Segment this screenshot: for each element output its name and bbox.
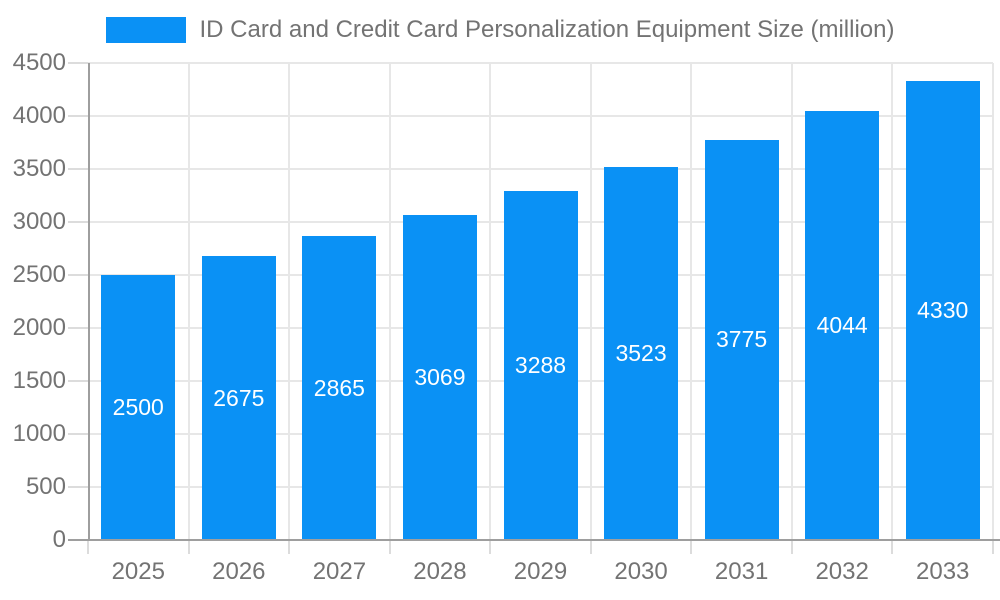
gridline-horizontal xyxy=(88,168,993,170)
y-axis-tick-label: 4500 xyxy=(12,49,66,76)
gridline-vertical xyxy=(288,63,291,540)
gridline-vertical xyxy=(690,63,693,540)
bar-value-label: 2500 xyxy=(112,394,164,420)
x-axis-tick-label: 2027 xyxy=(312,558,367,585)
plot-area: 0 500 1000 1500 2000 2500 3000 3500 4000 4500 2025… xyxy=(13,51,1000,584)
x-axis-tick-label: 2030 xyxy=(614,558,668,585)
bar-value-label: 3288 xyxy=(514,352,567,379)
legend-label[interactable]: ID Card and Credit Card Personalization … xyxy=(199,16,895,43)
y-axis-tick-label: 1000 xyxy=(12,420,66,447)
y-axis-tick-label: 2500 xyxy=(12,261,66,288)
bar[interactable]: 3288 xyxy=(503,191,578,540)
gridline-vertical xyxy=(187,63,190,540)
bar-value-label: 3523 xyxy=(615,339,667,366)
y-axis-tick-label: 2000 xyxy=(12,314,66,341)
bar[interactable]: 2500 xyxy=(101,275,176,540)
bar[interactable]: 2865 xyxy=(302,236,377,540)
y-axis-tick xyxy=(68,115,88,117)
bar[interactable]: 3523 xyxy=(604,166,679,540)
x-axis-tick xyxy=(589,540,592,554)
x-axis-tick xyxy=(992,540,994,554)
x-axis-tick-label: 2032 xyxy=(815,558,869,585)
y-axis-tick xyxy=(68,380,88,382)
y-axis-tick xyxy=(68,433,88,435)
y-axis-tick xyxy=(68,62,88,64)
y-axis-tick-label: 3500 xyxy=(12,155,66,182)
x-axis-tick xyxy=(288,540,291,554)
y-axis-tick xyxy=(68,221,88,223)
x-axis-tick xyxy=(489,540,492,554)
legend-swatch[interactable] xyxy=(105,17,186,43)
gridline-vertical xyxy=(589,63,592,540)
gridline-vertical xyxy=(992,63,994,540)
bar-value-label: 2865 xyxy=(313,374,365,401)
gridline-vertical xyxy=(388,63,391,540)
y-axis-tick-label: 0 xyxy=(52,526,66,553)
x-axis-tick-label: 2028 xyxy=(413,558,467,585)
x-axis-line xyxy=(68,539,1000,541)
gridline-vertical xyxy=(790,63,793,540)
x-axis-tick xyxy=(87,540,89,554)
bar[interactable]: 2675 xyxy=(201,256,276,540)
bar[interactable]: 3069 xyxy=(402,214,477,540)
bar[interactable]: 3775 xyxy=(704,139,779,540)
gridline-vertical xyxy=(489,63,492,540)
y-axis-tick xyxy=(68,274,88,276)
legend[interactable]: ID Card and Credit Card Personalization … xyxy=(0,17,1000,43)
y-axis-line xyxy=(88,63,90,540)
y-axis-tick xyxy=(68,168,88,170)
gridline-vertical xyxy=(891,63,894,540)
gridline-horizontal xyxy=(88,62,993,64)
y-axis-tick-label: 3000 xyxy=(12,208,66,235)
x-axis-tick-label: 2033 xyxy=(916,558,970,585)
bar-value-label: 3775 xyxy=(716,326,768,353)
gridline-horizontal xyxy=(88,115,993,117)
y-axis-tick-label: 500 xyxy=(25,473,66,500)
y-axis-tick-label: 1500 xyxy=(12,367,66,394)
x-axis-tick xyxy=(388,540,391,554)
y-axis-tick-label: 4000 xyxy=(12,102,66,129)
x-axis-tick-label: 2026 xyxy=(212,558,266,585)
x-axis-tick xyxy=(891,540,894,554)
x-axis-tick xyxy=(790,540,793,554)
bar-value-label: 4330 xyxy=(917,297,969,324)
y-axis-tick xyxy=(68,486,88,488)
x-axis-tick-label: 2031 xyxy=(714,558,769,585)
bar[interactable]: 4044 xyxy=(805,111,880,540)
x-axis-tick-label: 2025 xyxy=(111,558,165,585)
bar-value-label: 4044 xyxy=(816,312,868,339)
x-axis-tick xyxy=(187,540,190,554)
bar[interactable]: 4330 xyxy=(905,81,980,540)
x-axis-tick xyxy=(690,540,693,554)
bar-value-label: 2675 xyxy=(213,384,265,411)
y-axis-tick xyxy=(68,327,88,329)
x-axis-tick-label: 2029 xyxy=(513,558,568,585)
bar-value-label: 3069 xyxy=(414,363,466,390)
